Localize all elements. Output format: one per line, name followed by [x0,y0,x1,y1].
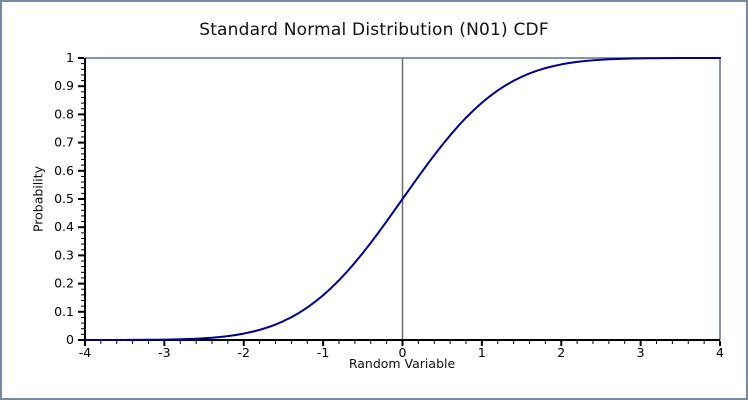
cdf-curve [84,57,721,341]
y-tick-label: 0.1 [54,304,74,319]
y-tick-label: 0.7 [54,135,74,150]
y-tick-label: 0.2 [54,276,74,291]
x-tick-label: -4 [79,345,92,360]
x-tick-label: 4 [716,345,724,360]
x-tick-label: -1 [317,345,329,360]
y-tick-label: 1 [66,50,74,65]
chart-title: Standard Normal Distribution (N01) CDF [199,20,549,40]
y-tick-label: 0.6 [54,163,74,178]
x-tick-label: 3 [637,345,645,360]
y-tick-label: 0.5 [54,191,74,206]
x-tick-label: -2 [238,345,250,360]
y-tick-label: 0.4 [54,219,74,234]
x-tick-label: 2 [557,345,565,360]
y-tick-label: 0.3 [54,247,74,262]
y-tick-label: 0.9 [54,78,74,93]
x-tick-label: 1 [478,345,486,360]
y-tick-label: 0 [66,332,74,347]
x-axis-label: Random Variable [348,356,456,371]
x-tick-label: -3 [158,345,170,360]
x-tick-label: 0 [399,345,407,360]
y-tick-label: 0.8 [54,106,74,121]
